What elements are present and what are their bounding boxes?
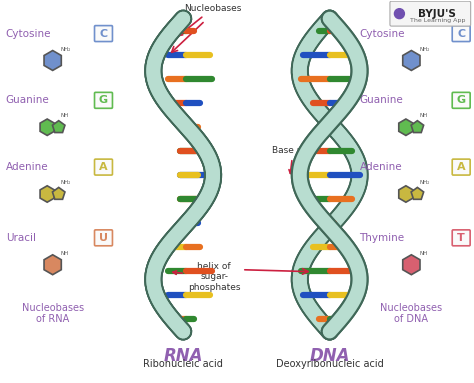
FancyBboxPatch shape <box>94 230 112 246</box>
Polygon shape <box>403 255 420 275</box>
Text: DNA: DNA <box>310 347 350 365</box>
Text: NH₂: NH₂ <box>419 180 430 185</box>
Text: Cytosine: Cytosine <box>6 29 51 39</box>
Text: Guanine: Guanine <box>6 95 50 105</box>
Text: NH: NH <box>419 113 428 118</box>
Text: Uracil: Uracil <box>6 233 36 243</box>
Text: NH: NH <box>61 251 69 256</box>
Text: Ribonucleic acid: Ribonucleic acid <box>143 359 223 369</box>
Polygon shape <box>403 51 420 70</box>
FancyBboxPatch shape <box>452 92 470 108</box>
Text: The Learning App: The Learning App <box>410 18 465 23</box>
Text: NH₂: NH₂ <box>419 46 430 52</box>
Text: RNA: RNA <box>164 347 203 365</box>
Text: C: C <box>457 29 465 39</box>
Polygon shape <box>53 187 65 199</box>
Text: NH₂: NH₂ <box>61 46 71 52</box>
FancyBboxPatch shape <box>452 159 470 175</box>
FancyBboxPatch shape <box>452 230 470 246</box>
FancyBboxPatch shape <box>94 159 112 175</box>
Text: Adenine: Adenine <box>360 162 402 172</box>
Text: NH: NH <box>419 251 428 256</box>
Polygon shape <box>399 186 413 202</box>
Text: G: G <box>99 95 108 105</box>
Text: Deoxyribonucleic acid: Deoxyribonucleic acid <box>276 359 383 369</box>
Text: Guanine: Guanine <box>360 95 403 105</box>
Text: Cytosine: Cytosine <box>360 29 405 39</box>
Text: Nucleobases
of DNA: Nucleobases of DNA <box>380 303 442 324</box>
Text: G: G <box>456 95 466 105</box>
Text: Thymine: Thymine <box>360 233 405 243</box>
Circle shape <box>394 9 404 19</box>
Text: A: A <box>457 162 465 172</box>
FancyBboxPatch shape <box>94 92 112 108</box>
FancyBboxPatch shape <box>94 26 112 41</box>
Text: A: A <box>99 162 108 172</box>
Polygon shape <box>53 121 65 133</box>
Text: C: C <box>100 29 108 39</box>
Text: U: U <box>99 233 108 243</box>
Polygon shape <box>411 187 424 199</box>
Polygon shape <box>399 119 413 136</box>
Text: NH: NH <box>61 113 69 118</box>
Polygon shape <box>40 119 55 136</box>
Text: T: T <box>457 233 465 243</box>
FancyBboxPatch shape <box>452 26 470 41</box>
Text: BYJU'S: BYJU'S <box>419 9 456 19</box>
Text: Nucleobases
of RNA: Nucleobases of RNA <box>22 303 84 324</box>
Text: Nucleobases: Nucleobases <box>179 4 242 36</box>
Text: Adenine: Adenine <box>6 162 48 172</box>
FancyBboxPatch shape <box>390 1 471 26</box>
Polygon shape <box>40 186 55 202</box>
Polygon shape <box>411 121 424 133</box>
Text: helix of
sugar-
phosphates: helix of sugar- phosphates <box>173 262 240 291</box>
Polygon shape <box>44 51 61 70</box>
Text: NH₂: NH₂ <box>61 180 71 185</box>
Polygon shape <box>44 255 61 275</box>
Text: Base pair: Base pair <box>272 146 314 173</box>
